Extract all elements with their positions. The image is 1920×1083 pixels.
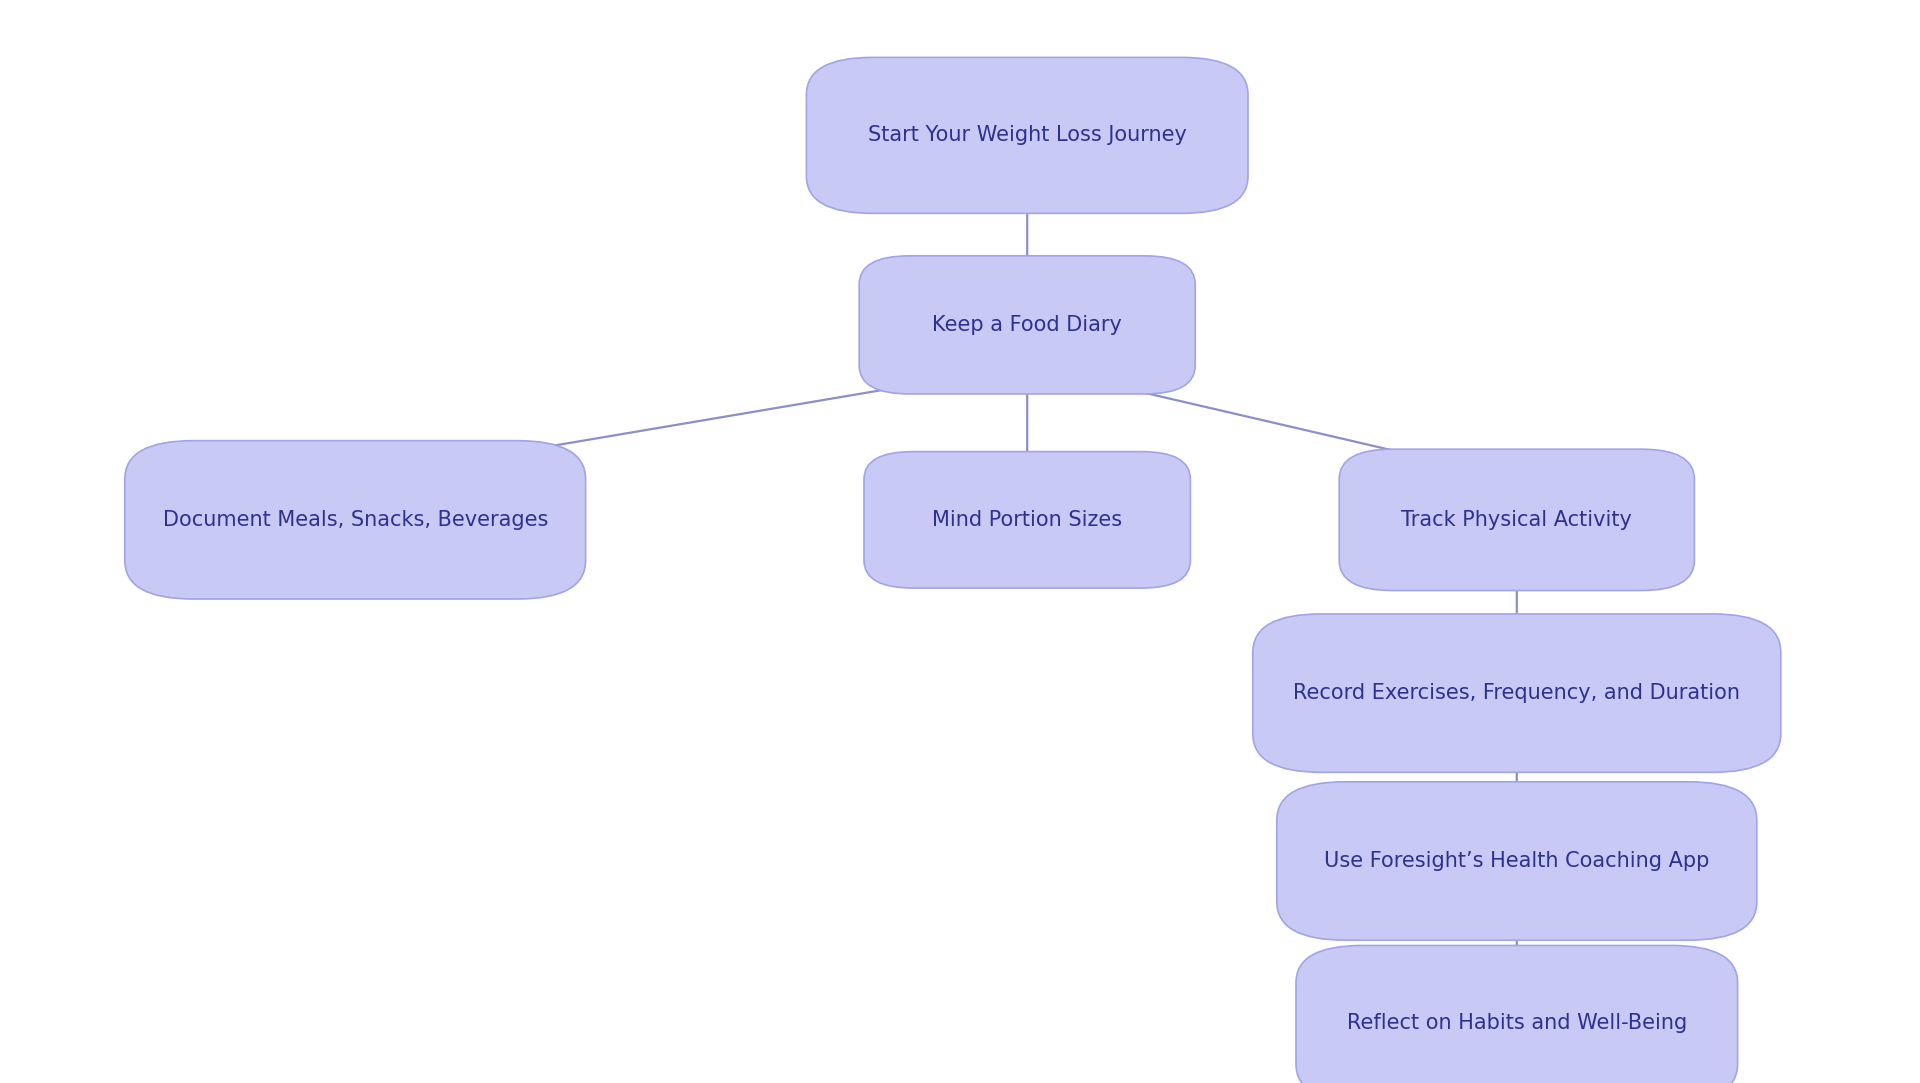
FancyBboxPatch shape (864, 452, 1190, 588)
FancyBboxPatch shape (1254, 614, 1782, 772)
FancyBboxPatch shape (1277, 782, 1757, 940)
Text: Keep a Food Diary: Keep a Food Diary (933, 315, 1121, 335)
Text: Start Your Weight Loss Journey: Start Your Weight Loss Journey (868, 126, 1187, 145)
Text: Record Exercises, Frequency, and Duration: Record Exercises, Frequency, and Duratio… (1294, 683, 1740, 703)
Text: Track Physical Activity: Track Physical Activity (1402, 510, 1632, 530)
Text: Use Foresight’s Health Coaching App: Use Foresight’s Health Coaching App (1325, 851, 1709, 871)
FancyBboxPatch shape (806, 57, 1248, 213)
FancyBboxPatch shape (1340, 449, 1695, 590)
Text: Mind Portion Sizes: Mind Portion Sizes (931, 510, 1123, 530)
Text: Document Meals, Snacks, Beverages: Document Meals, Snacks, Beverages (163, 510, 547, 530)
FancyBboxPatch shape (860, 256, 1194, 394)
FancyBboxPatch shape (125, 441, 586, 599)
FancyBboxPatch shape (1296, 945, 1738, 1083)
Text: Reflect on Habits and Well-Being: Reflect on Habits and Well-Being (1346, 1014, 1688, 1033)
